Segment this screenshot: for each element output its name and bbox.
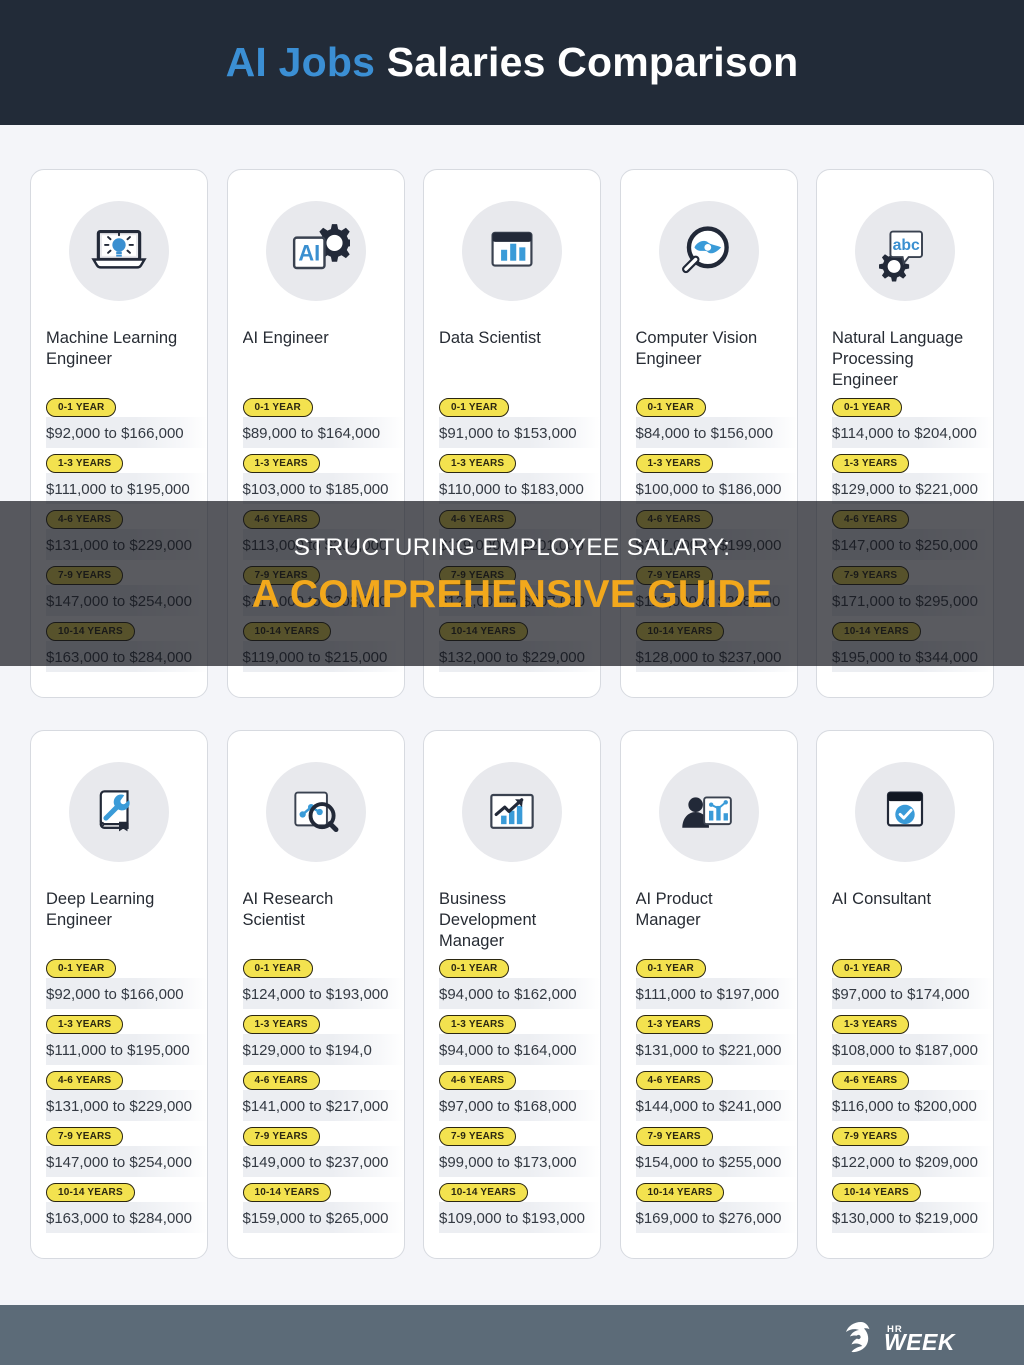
svg-text:abc: abc [893,237,920,254]
svg-text:WEEK: WEEK [884,1329,956,1355]
svg-text:AI: AI [298,241,320,266]
